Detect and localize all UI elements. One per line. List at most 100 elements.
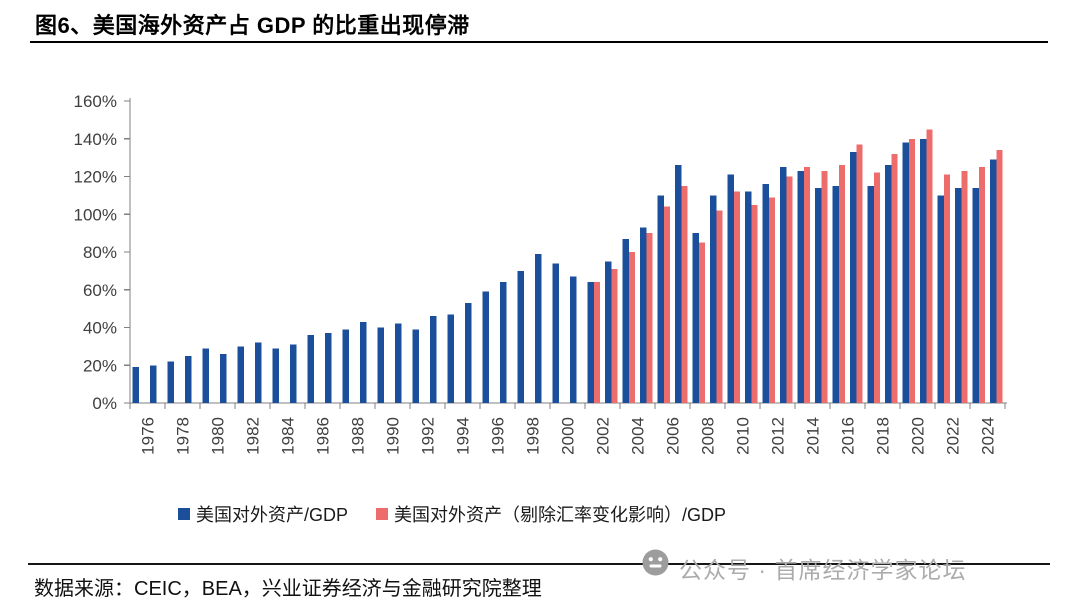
bar-2025-assets-gdp <box>989 159 997 403</box>
bar-1977-assets-gdp <box>149 365 157 403</box>
x-axis-label: 2004 <box>629 417 648 455</box>
x-axis-label: 2022 <box>944 417 963 455</box>
chart-legend: 美国对外资产/GDP 美国对外资产（剔除汇率变化影响）/GDP <box>178 501 726 527</box>
bar-1999-assets-gdp <box>534 253 542 403</box>
footer-divider <box>28 563 1050 565</box>
bar-2017-assets-gdp-fx-adjusted <box>856 144 863 403</box>
legend-item-us-foreign-assets: 美国对外资产/GDP <box>178 501 348 527</box>
x-axis-label: 2012 <box>769 417 788 455</box>
data-source-text: 数据来源：CEIC，BEA，兴业证券经济与金融研究院整理 <box>34 578 542 600</box>
bar-2011-assets-gdp <box>744 191 752 403</box>
bar-2025-assets-gdp-fx-adjusted <box>996 150 1003 403</box>
x-axis-label: 1994 <box>454 417 473 455</box>
y-axis-label: 0% <box>92 394 117 413</box>
bar-2008-assets-gdp-fx-adjusted <box>698 242 706 403</box>
legend-swatch-blue-icon <box>178 508 190 520</box>
x-axis-label: 1986 <box>314 417 333 455</box>
bar-1995-assets-gdp <box>464 302 472 403</box>
bar-1996-assets-gdp <box>482 291 489 403</box>
bar-1990-assets-gdp <box>377 327 384 403</box>
bar-2023-assets-gdp <box>954 187 962 403</box>
bar-2009-assets-gdp <box>709 195 717 403</box>
bar-2001-assets-gdp <box>569 276 577 403</box>
bar-1987-assets-gdp <box>324 333 332 403</box>
y-axis-label: 80% <box>83 243 117 262</box>
bar-2007-assets-gdp-fx-adjusted <box>681 185 688 403</box>
figure-title: 图6、美国海外资产占 GDP 的比重出现停滞 <box>35 13 470 38</box>
x-axis-label: 2010 <box>734 417 753 455</box>
bar-1991-assets-gdp <box>394 323 402 403</box>
bar-2014-assets-gdp <box>797 170 804 403</box>
watermark-text: 公众号 · 首席经济学家论坛 <box>679 557 967 583</box>
legend-label-us-foreign-assets-fx-adjusted: 美国对外资产（剔除汇率变化影响）/GDP <box>394 505 727 525</box>
x-axis-label: 1990 <box>384 417 403 455</box>
bar-2019-assets-gdp-fx-adjusted <box>891 153 898 403</box>
bar-1992-assets-gdp <box>412 329 419 403</box>
bar-2022-assets-gdp <box>937 195 944 403</box>
x-axis-label: 2006 <box>664 417 683 455</box>
bar-chart-canvas: 0% 20% 40% 60% 80% 100% 120% 140% 160% 1976 1978 19… <box>74 92 1007 455</box>
x-axis-label: 2000 <box>559 417 578 455</box>
bar-2012-assets-gdp <box>762 184 769 403</box>
bar-1998-assets-gdp <box>517 270 524 403</box>
x-axis-label: 1992 <box>419 417 438 455</box>
x-axis-label: 2020 <box>909 417 928 455</box>
bar-2008-assets-gdp <box>692 233 699 403</box>
x-axis-label: 2018 <box>874 417 893 455</box>
bar-2024-assets-gdp-fx-adjusted <box>978 167 986 403</box>
bar-2021-assets-gdp-fx-adjusted <box>926 129 933 403</box>
bar-2021-assets-gdp <box>919 138 927 403</box>
x-axis-label: 2016 <box>839 417 858 455</box>
bar-2015-assets-gdp <box>814 187 822 403</box>
bar-1988-assets-gdp <box>342 329 349 403</box>
bar-1983-assets-gdp <box>254 342 262 403</box>
x-axis-label: 1996 <box>489 417 508 455</box>
bar-2017-assets-gdp <box>849 151 857 403</box>
bar-2002-assets-gdp-fx-adjusted <box>593 282 601 403</box>
bar-2011-assets-gdp-fx-adjusted <box>751 204 758 403</box>
watermark: 公众号 · 首席经济学家论坛 <box>642 549 966 585</box>
bar-2022-assets-gdp-fx-adjusted <box>943 174 951 403</box>
y-axis-label: 120% <box>74 168 117 187</box>
bar-2007-assets-gdp <box>674 165 682 403</box>
x-axis-label: 1980 <box>209 417 228 455</box>
x-axis-label: 2024 <box>979 417 998 455</box>
bar-1984-assets-gdp <box>272 348 279 403</box>
bar-1993-assets-gdp <box>429 316 437 403</box>
bar-2005-assets-gdp-fx-adjusted <box>646 233 653 403</box>
bar-2010-assets-gdp <box>727 174 734 403</box>
bar-2004-assets-gdp-fx-adjusted <box>628 252 636 403</box>
bar-2023-assets-gdp-fx-adjusted <box>961 170 968 403</box>
x-axis-label: 2008 <box>699 417 718 455</box>
bar-2003-assets-gdp <box>604 261 612 403</box>
bar-1989-assets-gdp <box>359 321 367 403</box>
title-underline <box>30 41 1048 43</box>
x-axis-label: 1978 <box>174 417 193 455</box>
bar-2019-assets-gdp <box>884 165 892 403</box>
legend-label-us-foreign-assets: 美国对外资产/GDP <box>196 505 349 525</box>
bar-1980-assets-gdp <box>202 348 209 403</box>
bar-2018-assets-gdp-fx-adjusted <box>873 172 881 403</box>
bar-2015-assets-gdp-fx-adjusted <box>821 170 828 403</box>
x-axis-label: 1984 <box>279 417 298 455</box>
y-axis-label: 160% <box>74 92 117 111</box>
x-axis-label: 2014 <box>804 417 823 455</box>
legend-swatch-red-icon <box>376 508 389 520</box>
y-axis-label: 20% <box>83 356 117 375</box>
bar-2005-assets-gdp <box>639 227 647 403</box>
bar-2002-assets-gdp <box>587 282 594 403</box>
chief-economist-forum-logo-icon <box>642 549 669 576</box>
x-axis-label: 2002 <box>594 417 613 455</box>
bar-2016-assets-gdp-fx-adjusted <box>838 165 846 403</box>
bar-2020-assets-gdp-fx-adjusted <box>908 138 916 403</box>
bar-2010-assets-gdp-fx-adjusted <box>733 191 741 403</box>
bar-2013-assets-gdp <box>779 167 787 403</box>
bar-1979-assets-gdp <box>184 355 192 403</box>
bar-1982-assets-gdp <box>237 346 244 403</box>
y-axis-label: 60% <box>83 281 117 300</box>
bar-2014-assets-gdp-fx-adjusted <box>803 167 811 403</box>
bar-1994-assets-gdp <box>447 314 454 403</box>
x-axis-label: 1976 <box>139 417 158 455</box>
bar-1985-assets-gdp <box>289 344 297 403</box>
bar-2013-assets-gdp-fx-adjusted <box>786 176 793 403</box>
